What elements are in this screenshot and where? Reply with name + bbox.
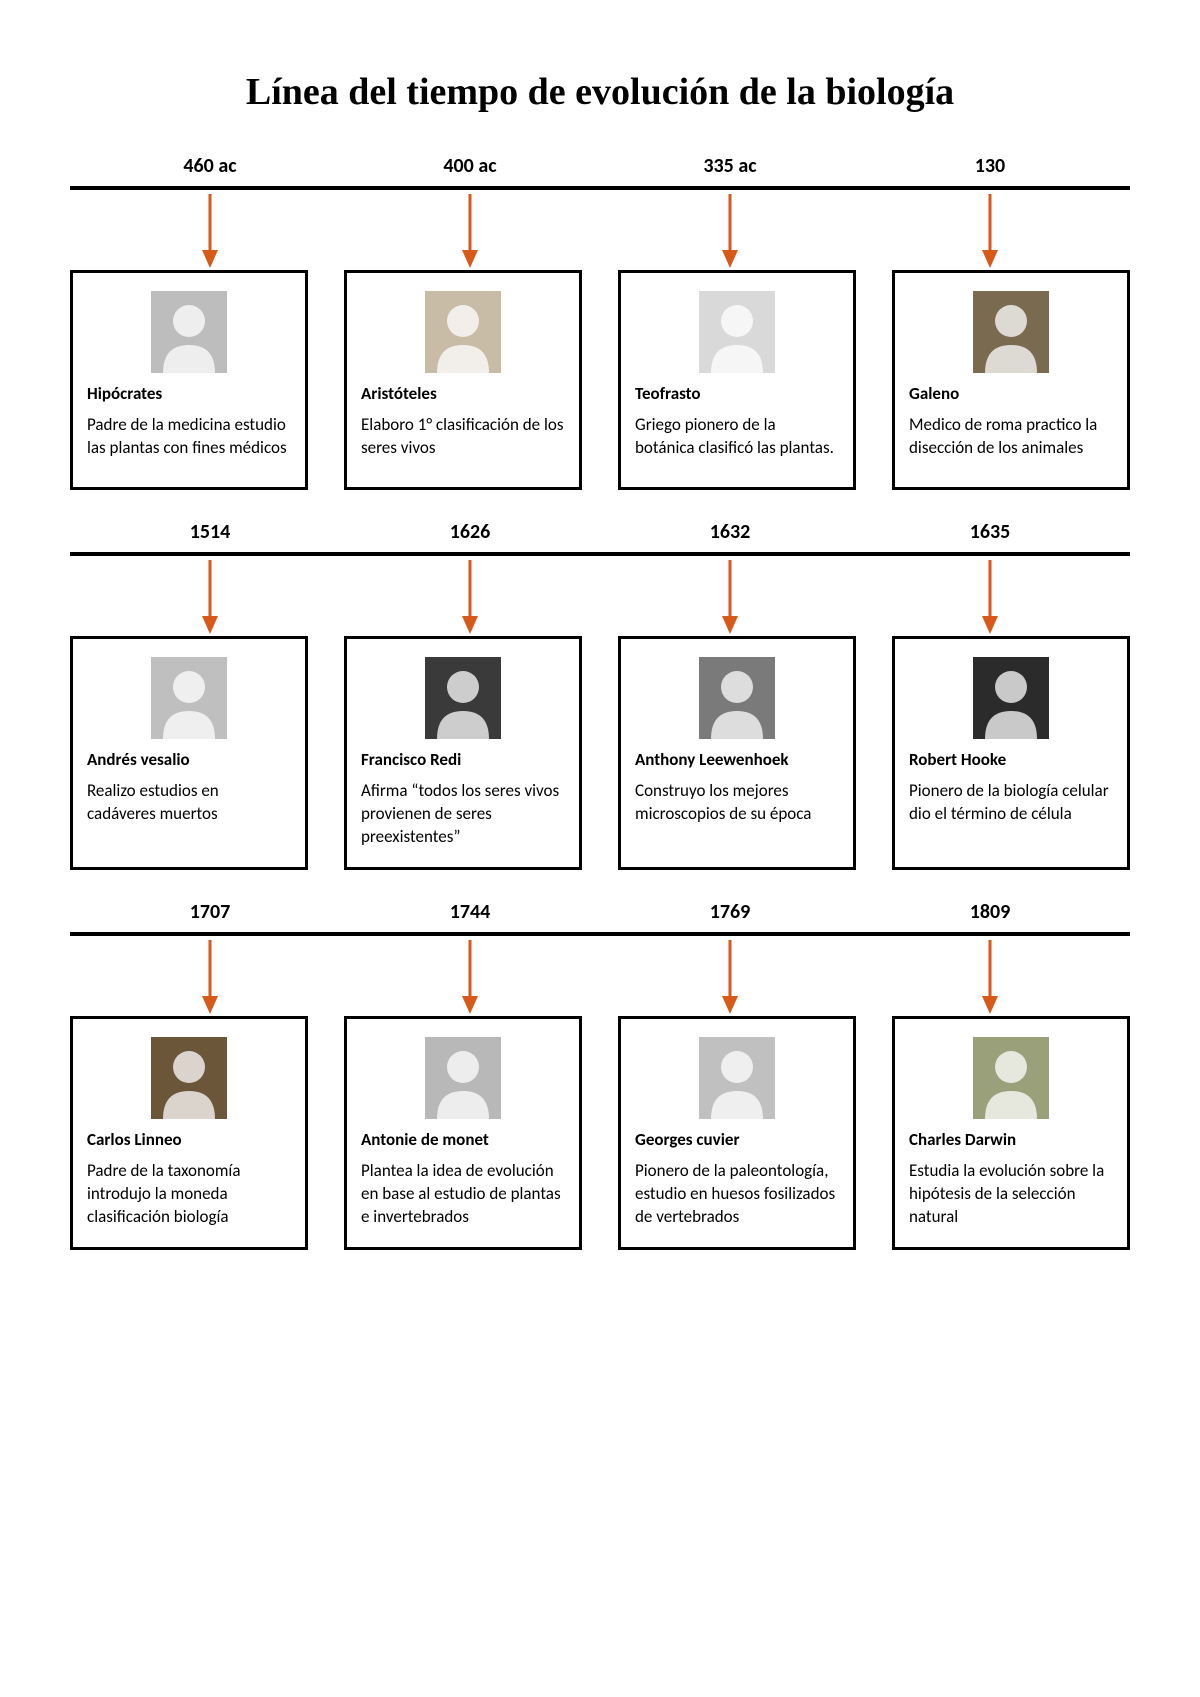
timeline-card: Robert Hooke Pionero de la biología celul…: [892, 636, 1130, 870]
date-label: 1626: [360, 520, 580, 544]
card-description: Griego pionero de la botánica clasificó …: [635, 414, 839, 460]
arrow-down-icon: [620, 936, 840, 1016]
arrow-down-icon: [880, 190, 1100, 270]
card-description: Construyo los mejores microscopios de su…: [635, 780, 839, 826]
dates-row: 460 ac 400 ac 335 ac 130: [70, 154, 1130, 186]
portrait-icon: [361, 287, 565, 373]
timeline-row: 1514 1626 1632 1635 Andrés vesalio Realizo es…: [70, 520, 1130, 870]
card-name: Francisco Redi: [361, 749, 565, 770]
arrow-down-icon: [880, 556, 1100, 636]
date-label: 1809: [880, 900, 1100, 924]
timeline-row: 1707 1744 1769 1809 Carlos Linneo Padre de la…: [70, 900, 1130, 1250]
card-name: Aristóteles: [361, 383, 565, 404]
portrait-icon: [909, 287, 1113, 373]
timeline-page: Línea del tiempo de evolución de la biol…: [0, 0, 1200, 1697]
arrow-down-icon: [880, 936, 1100, 1016]
cards-row: Hipócrates Padre de la medicina estudio l…: [70, 270, 1130, 490]
card-description: Estudia la evolución sobre la hipótesis …: [909, 1160, 1113, 1229]
arrows-row: [70, 190, 1130, 270]
date-label: 130: [880, 154, 1100, 178]
date-label: 335 ac: [620, 154, 840, 178]
card-description: Plantea la idea de evolución en base al …: [361, 1160, 565, 1229]
arrow-down-icon: [100, 936, 320, 1016]
timeline-card: Galeno Medico de roma practico la disecci…: [892, 270, 1130, 490]
card-name: Hipócrates: [87, 383, 291, 404]
timeline-card: Anthony Leewenhoek Construyo los mejores …: [618, 636, 856, 870]
arrow-down-icon: [620, 556, 840, 636]
card-name: Carlos Linneo: [87, 1129, 291, 1150]
arrow-down-icon: [100, 190, 320, 270]
card-description: Realizo estudios en cadáveres muertos: [87, 780, 291, 826]
timeline-rows: 460 ac 400 ac 335 ac 130 Hipócrates Padre de …: [70, 154, 1130, 1250]
date-label: 460 ac: [100, 154, 320, 178]
card-name: Teofrasto: [635, 383, 839, 404]
cards-row: Carlos Linneo Padre de la taxonomía intro…: [70, 1016, 1130, 1250]
arrows-row: [70, 936, 1130, 1016]
portrait-icon: [361, 653, 565, 739]
portrait-icon: [87, 1033, 291, 1119]
arrows-row: [70, 556, 1130, 636]
arrow-down-icon: [360, 936, 580, 1016]
card-name: Antonie de monet: [361, 1129, 565, 1150]
portrait-icon: [635, 287, 839, 373]
card-name: Georges cuvier: [635, 1129, 839, 1150]
date-label: 1744: [360, 900, 580, 924]
card-name: Galeno: [909, 383, 1113, 404]
card-description: Pionero de la biología celular dio el té…: [909, 780, 1113, 826]
date-label: 1514: [100, 520, 320, 544]
portrait-icon: [909, 653, 1113, 739]
arrow-down-icon: [100, 556, 320, 636]
portrait-icon: [909, 1033, 1113, 1119]
portrait-icon: [361, 1033, 565, 1119]
timeline-card: Hipócrates Padre de la medicina estudio l…: [70, 270, 308, 490]
portrait-icon: [635, 1033, 839, 1119]
portrait-icon: [87, 287, 291, 373]
card-description: Pionero de la paleontología, estudio en …: [635, 1160, 839, 1229]
date-label: 1632: [620, 520, 840, 544]
card-description: Afirma “todos los seres vivos provienen …: [361, 780, 565, 849]
timeline-card: Antonie de monet Plantea la idea de evolu…: [344, 1016, 582, 1250]
timeline-card: Georges cuvier Pionero de la paleontologí…: [618, 1016, 856, 1250]
dates-row: 1707 1744 1769 1809: [70, 900, 1130, 932]
timeline-card: Teofrasto Griego pionero de la botánica c…: [618, 270, 856, 490]
card-description: Elaboro 1° clasificación de los seres vi…: [361, 414, 565, 460]
portrait-icon: [87, 653, 291, 739]
timeline-card: Aristóteles Elaboro 1° clasificación de l…: [344, 270, 582, 490]
date-label: 1635: [880, 520, 1100, 544]
timeline-card: Carlos Linneo Padre de la taxonomía intro…: [70, 1016, 308, 1250]
portrait-icon: [635, 653, 839, 739]
arrow-down-icon: [360, 556, 580, 636]
card-name: Anthony Leewenhoek: [635, 749, 839, 770]
arrow-down-icon: [620, 190, 840, 270]
card-name: Charles Darwin: [909, 1129, 1113, 1150]
cards-row: Andrés vesalio Realizo estudios en cadáve…: [70, 636, 1130, 870]
page-title: Línea del tiempo de evolución de la biol…: [70, 70, 1130, 114]
timeline-row: 460 ac 400 ac 335 ac 130 Hipócrates Padre de …: [70, 154, 1130, 490]
date-label: 1769: [620, 900, 840, 924]
card-description: Padre de la taxonomía introdujo la moned…: [87, 1160, 291, 1229]
timeline-card: Francisco Redi Afirma “todos los seres vi…: [344, 636, 582, 870]
card-description: Padre de la medicina estudio las plantas…: [87, 414, 291, 460]
timeline-card: Andrés vesalio Realizo estudios en cadáve…: [70, 636, 308, 870]
timeline-card: Charles Darwin Estudia la evolución sobre…: [892, 1016, 1130, 1250]
date-label: 1707: [100, 900, 320, 924]
card-name: Andrés vesalio: [87, 749, 291, 770]
card-description: Medico de roma practico la disección de …: [909, 414, 1113, 460]
card-name: Robert Hooke: [909, 749, 1113, 770]
arrow-down-icon: [360, 190, 580, 270]
dates-row: 1514 1626 1632 1635: [70, 520, 1130, 552]
date-label: 400 ac: [360, 154, 580, 178]
